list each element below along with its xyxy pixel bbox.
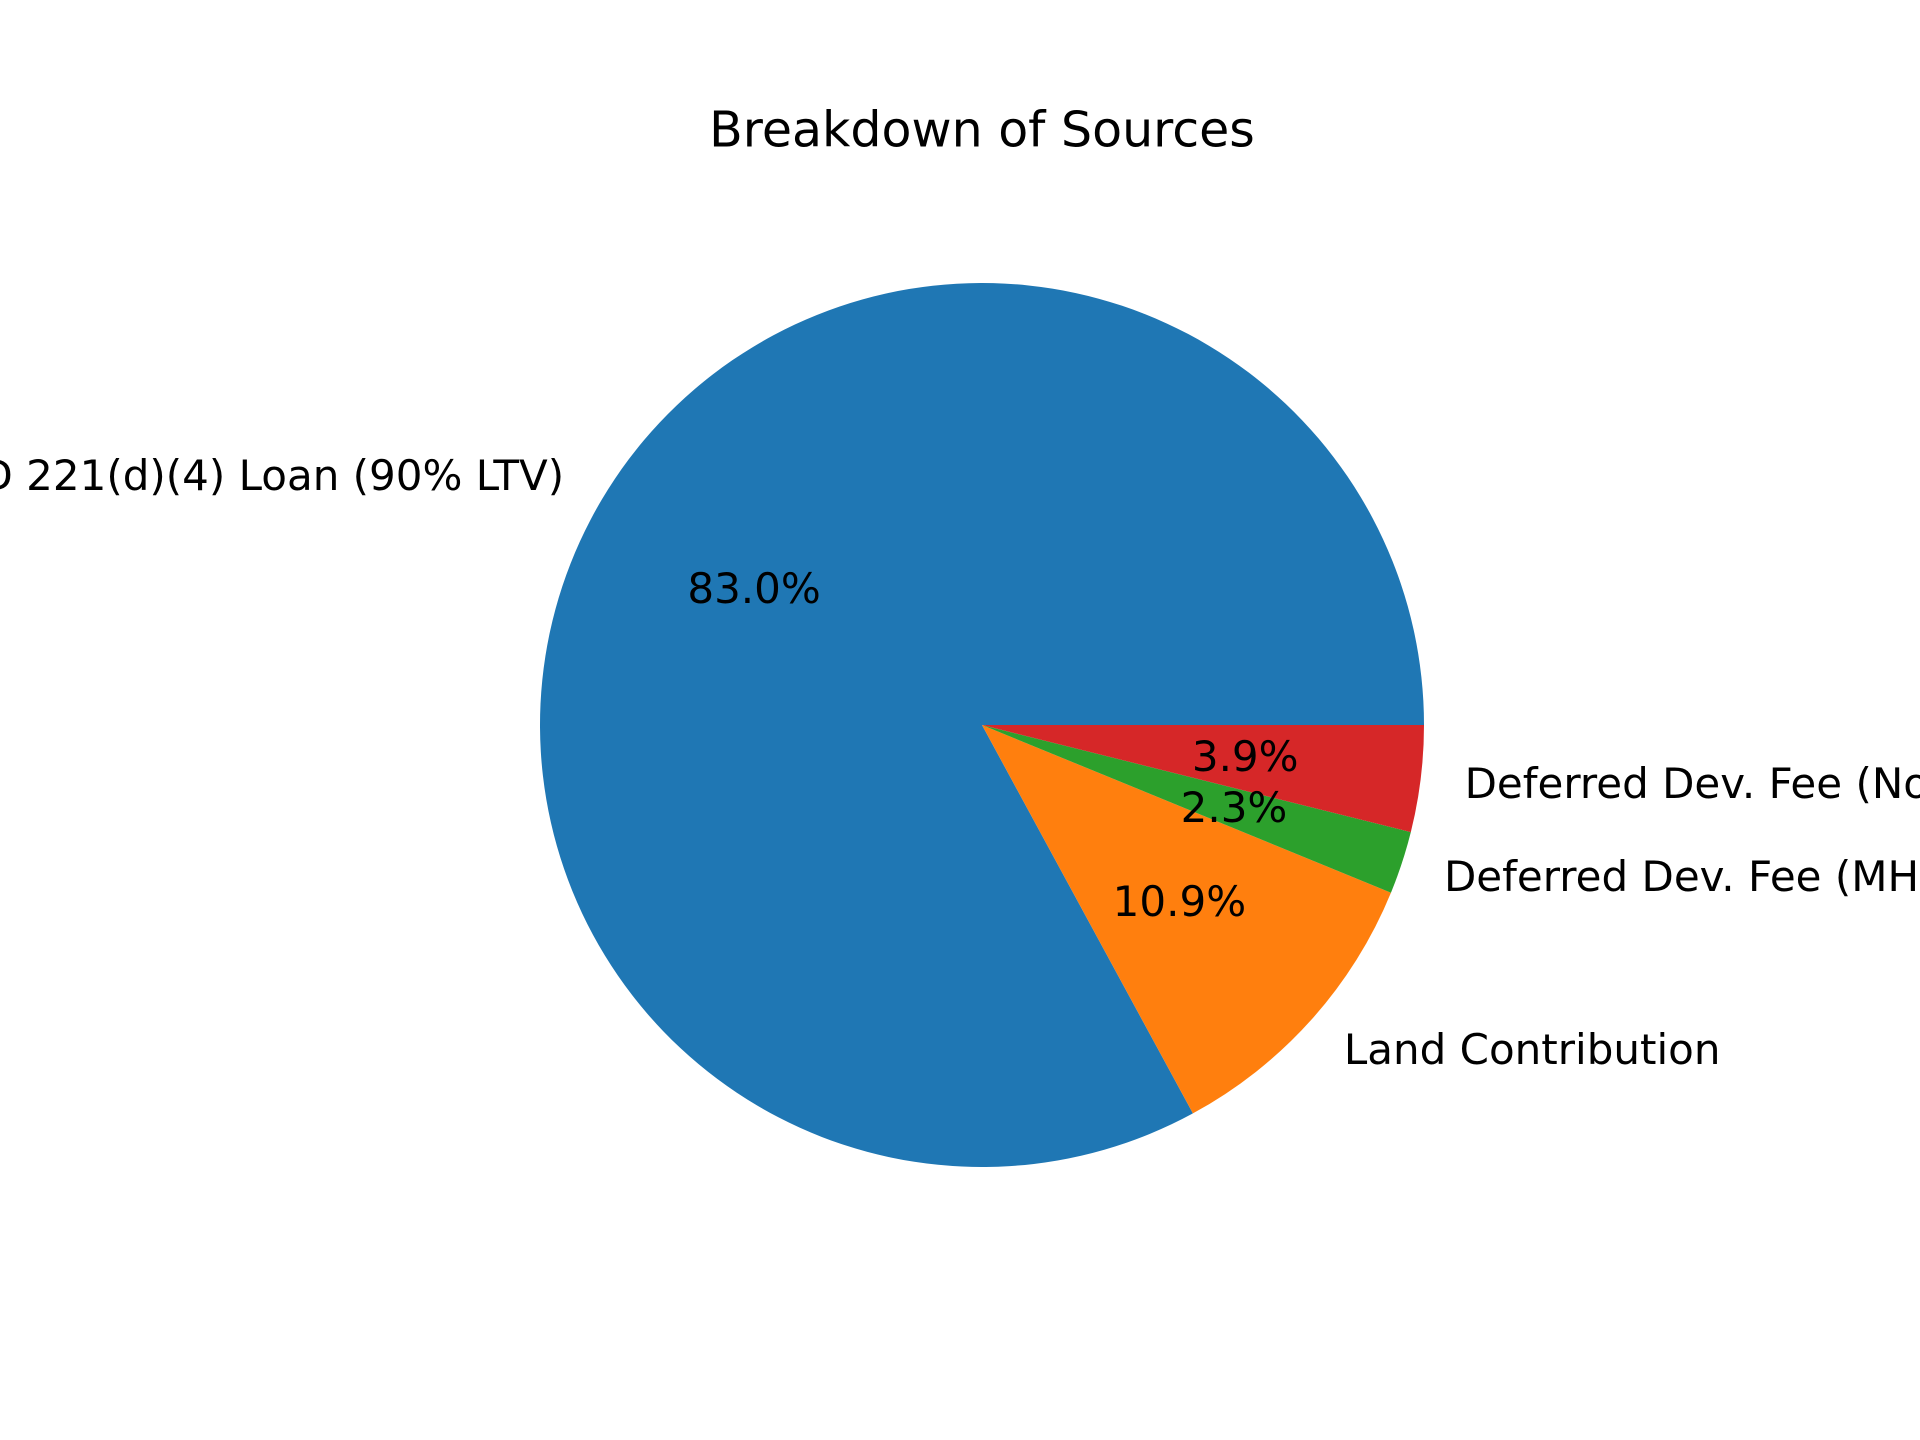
- pie-slice-hud-221-d-4-loan-90-ltv: [540, 282, 1424, 1167]
- pct-label-deferred-dev-fee-non-mhdc: 3.9%: [1191, 732, 1299, 782]
- chart-title: Breakdown of Sources: [709, 101, 1255, 159]
- slice-label-deferred-dev-fee-mhdc: Deferred Dev. Fee (MHDC): [1443, 851, 1920, 901]
- pie-slice-land-contribution: [982, 725, 1391, 1114]
- slice-label-deferred-dev-fee-non-mhdc: Deferred Dev. Fee (Non-MHDC): [1464, 759, 1920, 809]
- pct-label-land-contribution: 10.9%: [1112, 876, 1247, 926]
- pct-label-deferred-dev-fee-mhdc: 2.3%: [1180, 782, 1288, 832]
- pct-label-hud-221-d-4-loan-90-ltv: 83.0%: [687, 564, 821, 614]
- pie-slice-deferred-dev-fee-non-mhdc: [982, 725, 1424, 833]
- pie-slice-deferred-dev-fee-mhdc: [982, 725, 1411, 893]
- slice-label-land-contribution: Land Contribution: [1343, 1024, 1721, 1074]
- slice-label-hud-221-d-4-loan-90-ltv: HUD 221(d)(4) Loan (90% LTV): [0, 451, 565, 501]
